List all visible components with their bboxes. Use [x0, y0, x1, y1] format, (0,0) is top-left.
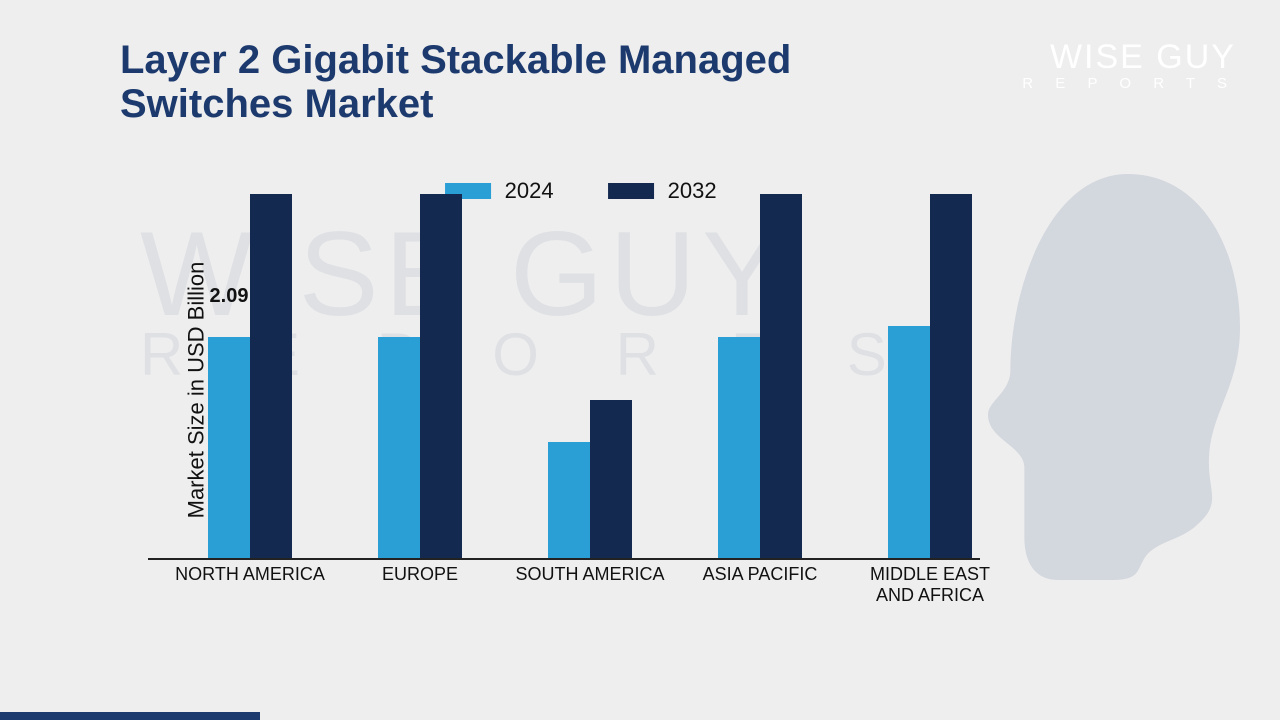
x-axis-label: EUROPE	[340, 558, 500, 585]
bar-group: EUROPE	[378, 194, 462, 558]
bar-2032	[930, 194, 972, 558]
bar-2032	[590, 400, 632, 558]
bar-2032	[760, 194, 802, 558]
chart-canvas: WISE GUY R E P O R T S Layer 2 Gigabit S…	[0, 0, 1280, 720]
bar-2024	[208, 337, 250, 558]
bar-group: ASIA PACIFIC	[718, 194, 802, 558]
legend-label-2024: 2024	[505, 178, 554, 204]
bar-2024	[378, 337, 420, 558]
logo-line2: R E P O R T S	[1022, 76, 1236, 92]
legend-item-2032: 2032	[608, 178, 717, 204]
logo-line1: WISE GUY	[1022, 40, 1236, 76]
bar-2024	[548, 442, 590, 558]
chart: Market Size in USD Billion 2024 2032 NOR…	[60, 160, 980, 620]
bar-group: MIDDLE EAST AND AFRICA	[888, 194, 972, 558]
x-axis-label: MIDDLE EAST AND AFRICA	[850, 558, 1010, 605]
chart-title: Layer 2 Gigabit Stackable Managed Switch…	[120, 38, 880, 126]
brand-logo: WISE GUY R E P O R T S	[1022, 40, 1236, 91]
legend-swatch-2032	[608, 183, 654, 199]
legend-label-2032: 2032	[668, 178, 717, 204]
bar-group: NORTH AMERICA	[208, 194, 292, 558]
head-silhouette-icon	[960, 160, 1240, 580]
bar-2032	[250, 194, 292, 558]
plot-area: 2024 2032 NORTH AMERICA2.09 EUROPE SOUTH A…	[148, 180, 980, 560]
bar-2024	[888, 326, 930, 558]
bar-2024	[718, 337, 760, 558]
bar-value-label: 2.09	[210, 285, 249, 308]
x-axis-label: ASIA PACIFIC	[680, 558, 840, 585]
x-axis-label: SOUTH AMERICA	[510, 558, 670, 585]
bar-2032	[420, 194, 462, 558]
bar-group: SOUTH AMERICA	[548, 400, 632, 558]
accent-bar	[0, 712, 260, 720]
legend: 2024 2032	[445, 178, 717, 204]
x-axis-label: NORTH AMERICA	[170, 558, 330, 585]
